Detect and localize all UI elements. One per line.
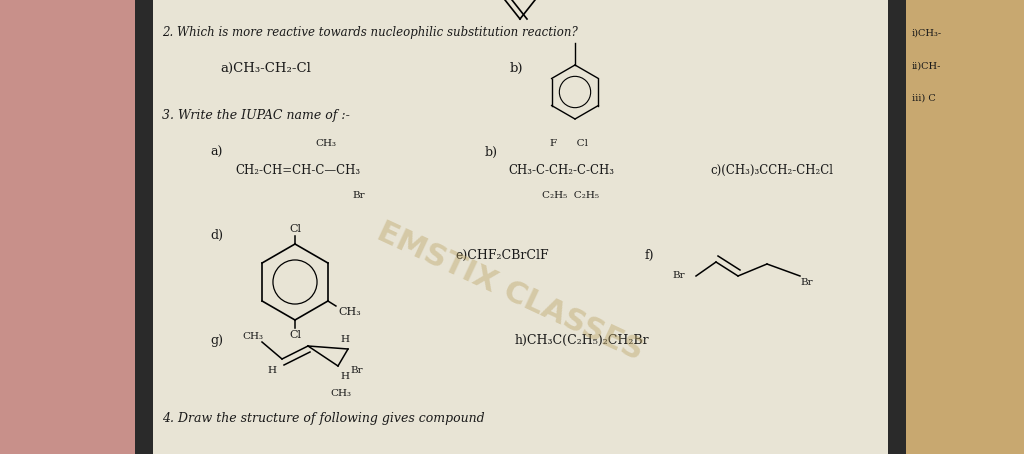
- Text: CH₃: CH₃: [242, 332, 263, 341]
- Text: e)CHF₂CBrClF: e)CHF₂CBrClF: [455, 249, 549, 262]
- Text: Cl: Cl: [289, 224, 301, 234]
- Text: CH₃: CH₃: [330, 389, 351, 398]
- Text: F      Cl: F Cl: [550, 139, 588, 148]
- Text: a)CH₃-CH₂-Cl: a)CH₃-CH₂-Cl: [220, 62, 311, 75]
- Text: iii) C: iii) C: [912, 94, 936, 103]
- Text: a): a): [210, 146, 222, 159]
- FancyBboxPatch shape: [906, 0, 1024, 454]
- Text: ii)CH-: ii)CH-: [912, 62, 941, 71]
- Text: EMSTIX CLASSES: EMSTIX CLASSES: [373, 217, 647, 366]
- Text: c)(CH₃)₃CCH₂-CH₂Cl: c)(CH₃)₃CCH₂-CH₂Cl: [710, 164, 833, 177]
- Text: 2. Which is more reactive towards nucleophilic substitution reaction?: 2. Which is more reactive towards nucleo…: [162, 26, 578, 39]
- Text: CH₃: CH₃: [338, 307, 360, 317]
- Text: g): g): [210, 334, 223, 347]
- Text: H: H: [340, 372, 349, 381]
- FancyBboxPatch shape: [153, 0, 888, 454]
- Text: 4. Draw the structure of following gives compound: 4. Draw the structure of following gives…: [162, 412, 484, 425]
- Text: i)CH₃-: i)CH₃-: [912, 29, 942, 38]
- Text: b): b): [510, 62, 523, 75]
- Text: Cl: Cl: [289, 330, 301, 340]
- Text: f): f): [645, 249, 654, 262]
- Text: d): d): [210, 229, 223, 242]
- FancyBboxPatch shape: [888, 0, 906, 454]
- Text: CH₃: CH₃: [315, 139, 336, 148]
- Text: 3. Write the IUPAC name of :-: 3. Write the IUPAC name of :-: [162, 109, 350, 122]
- Text: CH₃-C-CH₂-C-CH₃: CH₃-C-CH₂-C-CH₃: [508, 164, 614, 177]
- Text: h)CH₃C(C₂H₅)₂CH₂Br: h)CH₃C(C₂H₅)₂CH₂Br: [515, 334, 649, 347]
- Text: H: H: [340, 335, 349, 344]
- Text: C₂H₅  C₂H₅: C₂H₅ C₂H₅: [542, 191, 599, 200]
- Text: Br: Br: [800, 278, 813, 287]
- Text: Br: Br: [672, 271, 685, 280]
- FancyBboxPatch shape: [135, 0, 153, 454]
- Text: Br: Br: [350, 366, 362, 375]
- Text: H: H: [267, 366, 276, 375]
- Text: b): b): [485, 146, 498, 159]
- FancyBboxPatch shape: [0, 0, 135, 454]
- Text: CH₂-CH=CH-C—CH₃: CH₂-CH=CH-C—CH₃: [234, 164, 360, 177]
- Text: Br: Br: [352, 191, 365, 200]
